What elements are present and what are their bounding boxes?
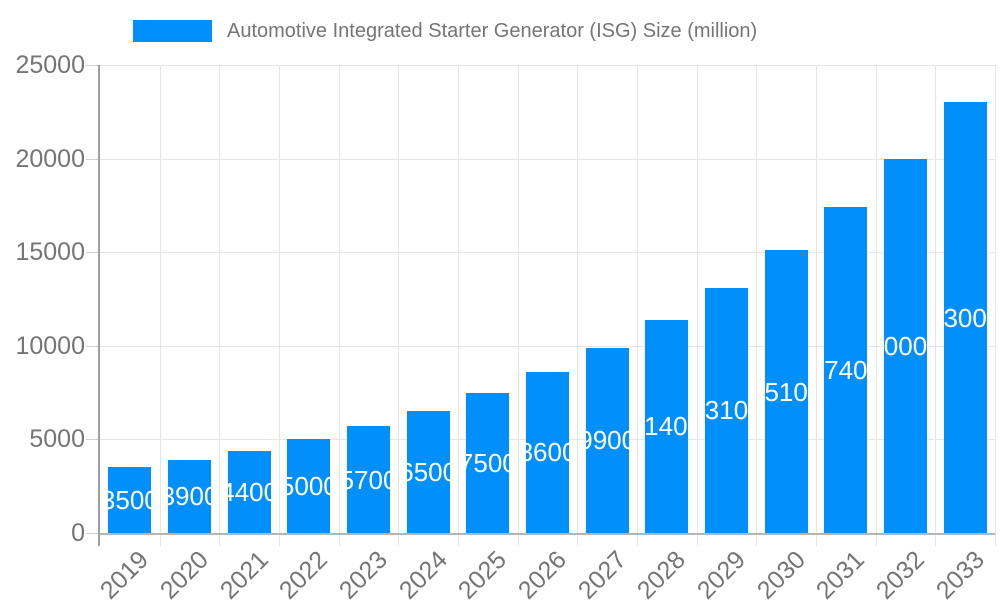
legend-swatch (133, 20, 212, 42)
bar-value-label: 5000 (287, 471, 330, 502)
x-tick-label: 2025 (453, 545, 513, 600)
bar-2020: 3900 (168, 459, 211, 533)
x-tick-label: 2019 (95, 545, 155, 600)
bar-value-label: 3500 (108, 485, 151, 516)
vertical-gridline (995, 65, 996, 546)
vertical-gridline (517, 65, 519, 546)
y-tick-label: 10000 (15, 331, 85, 360)
bar-value-label: 5700 (347, 464, 390, 495)
x-tick-label: 2033 (930, 545, 990, 600)
y-axis-tick (86, 158, 100, 160)
bar-value-label: 4400 (228, 476, 271, 507)
legend-label: Automotive Integrated Starter Generator … (227, 20, 758, 42)
bar-2031: 17400 (824, 207, 868, 533)
horizontal-gridline (100, 252, 995, 254)
x-tick-label: 2020 (154, 545, 214, 600)
x-tick-label: 2024 (393, 545, 453, 600)
vertical-gridline (159, 65, 161, 546)
y-tick-label: 0 (71, 519, 85, 547)
x-tick-label: 2030 (751, 545, 811, 600)
x-tick-label: 2021 (214, 545, 274, 600)
x-tick-label: 2023 (333, 545, 393, 600)
bar-2030: 15100 (764, 250, 808, 533)
bar-value-label: 3900 (168, 481, 211, 512)
y-axis-tick (86, 533, 100, 534)
x-tick-label: 2026 (512, 545, 572, 600)
bar-value-label: 13100 (705, 395, 748, 426)
bar-2029: 13100 (705, 287, 748, 533)
bar-value-label: 8600 (526, 437, 569, 468)
y-tick-label: 20000 (15, 144, 85, 173)
bar-2019: 3500 (108, 467, 152, 533)
x-tick-label: 2027 (572, 545, 632, 600)
y-axis-tick (86, 439, 100, 441)
bar-2027: 9900 (585, 347, 629, 533)
bar-2021: 4400 (227, 450, 271, 533)
bar-2028: 11400 (645, 319, 689, 533)
vertical-gridline (756, 65, 758, 546)
bar-2022: 5000 (287, 439, 331, 533)
x-tick-label: 2028 (632, 545, 692, 600)
x-tick-label: 2032 (870, 545, 930, 600)
bar-value-label: 9900 (586, 425, 629, 456)
bar-value-label: 11400 (645, 411, 688, 442)
x-tick-label: 2022 (274, 545, 334, 600)
legend: Automotive Integrated Starter Generator … (133, 20, 757, 42)
y-axis-tick (86, 65, 100, 66)
bar-value-label: 20000 (884, 330, 927, 361)
y-tick-label: 25000 (15, 51, 85, 79)
y-tick-label: 15000 (15, 238, 85, 267)
bar-value-label: 6500 (407, 457, 450, 488)
vertical-gridline (935, 65, 937, 546)
bar-2025: 7500 (466, 392, 510, 533)
x-tick-label: 2029 (691, 545, 751, 600)
bar-value-label: 15100 (764, 376, 808, 407)
y-axis-tick (86, 252, 100, 254)
vertical-gridline (338, 65, 340, 546)
x-axis-line (100, 533, 995, 535)
bar-value-label: 17400 (824, 355, 868, 386)
vertical-gridline (577, 65, 579, 546)
y-axis-line (98, 65, 100, 546)
vertical-gridline (875, 65, 877, 546)
x-tick-label: 2031 (811, 545, 871, 600)
bar-2032: 20000 (884, 158, 927, 533)
vertical-gridline (398, 65, 400, 546)
horizontal-gridline (100, 158, 995, 160)
y-tick-label: 5000 (29, 425, 85, 454)
bar-2033: 23000 (943, 102, 987, 533)
vertical-gridline (637, 65, 638, 546)
vertical-gridline (219, 65, 221, 546)
horizontal-gridline (100, 345, 995, 347)
y-axis-tick (86, 345, 100, 347)
bar-value-label: 7500 (466, 447, 509, 478)
horizontal-gridline (100, 65, 995, 66)
bar-2026: 8600 (526, 372, 569, 533)
bar-2024: 6500 (406, 411, 450, 533)
vertical-gridline (816, 65, 817, 546)
bar-2023: 5700 (347, 426, 390, 533)
vertical-gridline (458, 65, 459, 546)
bar-value-label: 23000 (943, 302, 987, 333)
vertical-gridline (696, 65, 698, 546)
vertical-gridline (279, 65, 280, 546)
